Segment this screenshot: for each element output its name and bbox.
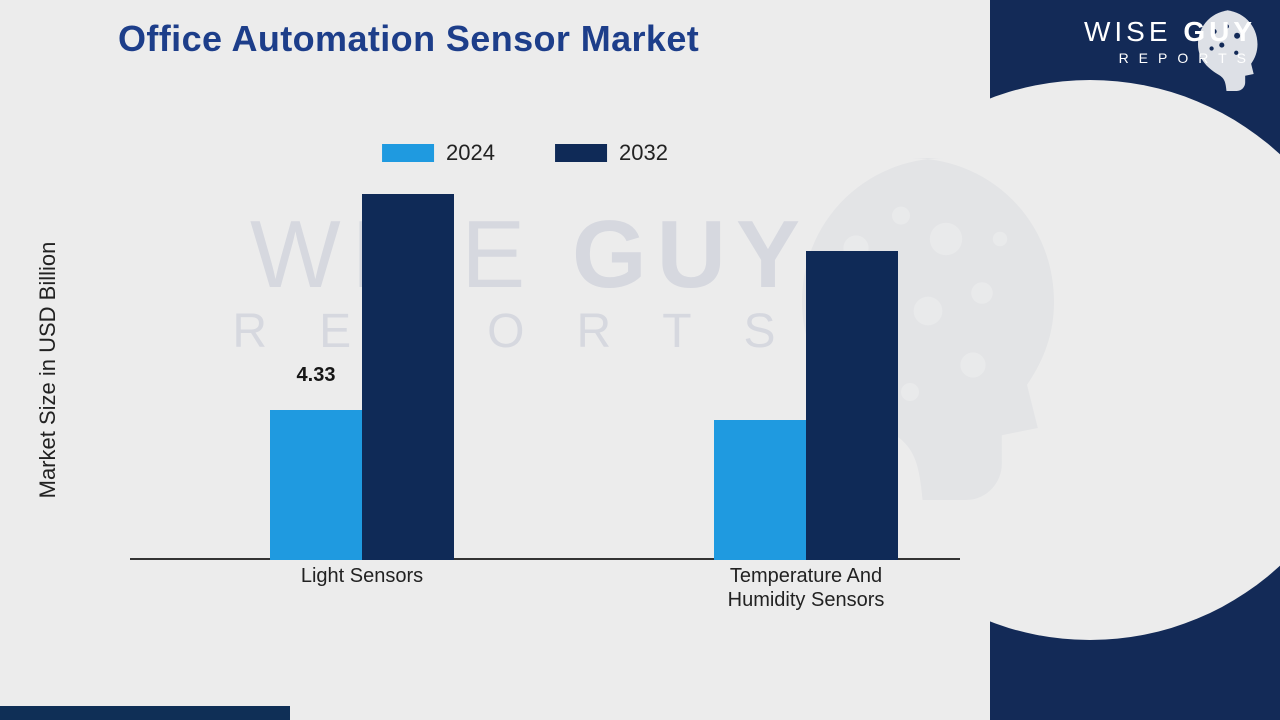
brand-logo: WISE GUY REPORTS — [1084, 16, 1256, 66]
bar — [362, 194, 454, 560]
brand-line1a: WISE — [1084, 16, 1172, 47]
chart-area: Market Size in USD Billion 2024 2032 4.3… — [90, 140, 960, 600]
bar — [806, 251, 898, 560]
legend-item-2024: 2024 — [382, 140, 495, 166]
legend-swatch-2032 — [555, 144, 607, 162]
bar-group: 4.33Light Sensors — [270, 180, 454, 560]
bar — [270, 410, 362, 560]
legend: 2024 2032 — [382, 140, 668, 166]
plot-area: 4.33Light Sensors Temperature And Humidit… — [130, 180, 960, 560]
bar-group: Temperature And Humidity Sensors — [714, 180, 898, 560]
chart-title: Office Automation Sensor Market — [118, 18, 699, 60]
brand-line1b: GUY — [1183, 16, 1256, 47]
legend-label-2024: 2024 — [446, 140, 495, 166]
legend-swatch-2024 — [382, 144, 434, 162]
bottom-accent-bar — [0, 706, 290, 720]
category-label: Temperature And Humidity Sensors — [706, 560, 906, 612]
category-label: Light Sensors — [262, 560, 462, 588]
brand-line2: REPORTS — [1084, 50, 1256, 66]
bar — [714, 420, 806, 560]
legend-label-2032: 2032 — [619, 140, 668, 166]
chart-canvas: WISE GUY REPORTS Office Automation Senso… — [0, 0, 1280, 720]
bar-value-label: 4.33 — [297, 364, 336, 387]
legend-item-2032: 2032 — [555, 140, 668, 166]
y-axis-label: Market Size in USD Billion — [35, 242, 61, 499]
